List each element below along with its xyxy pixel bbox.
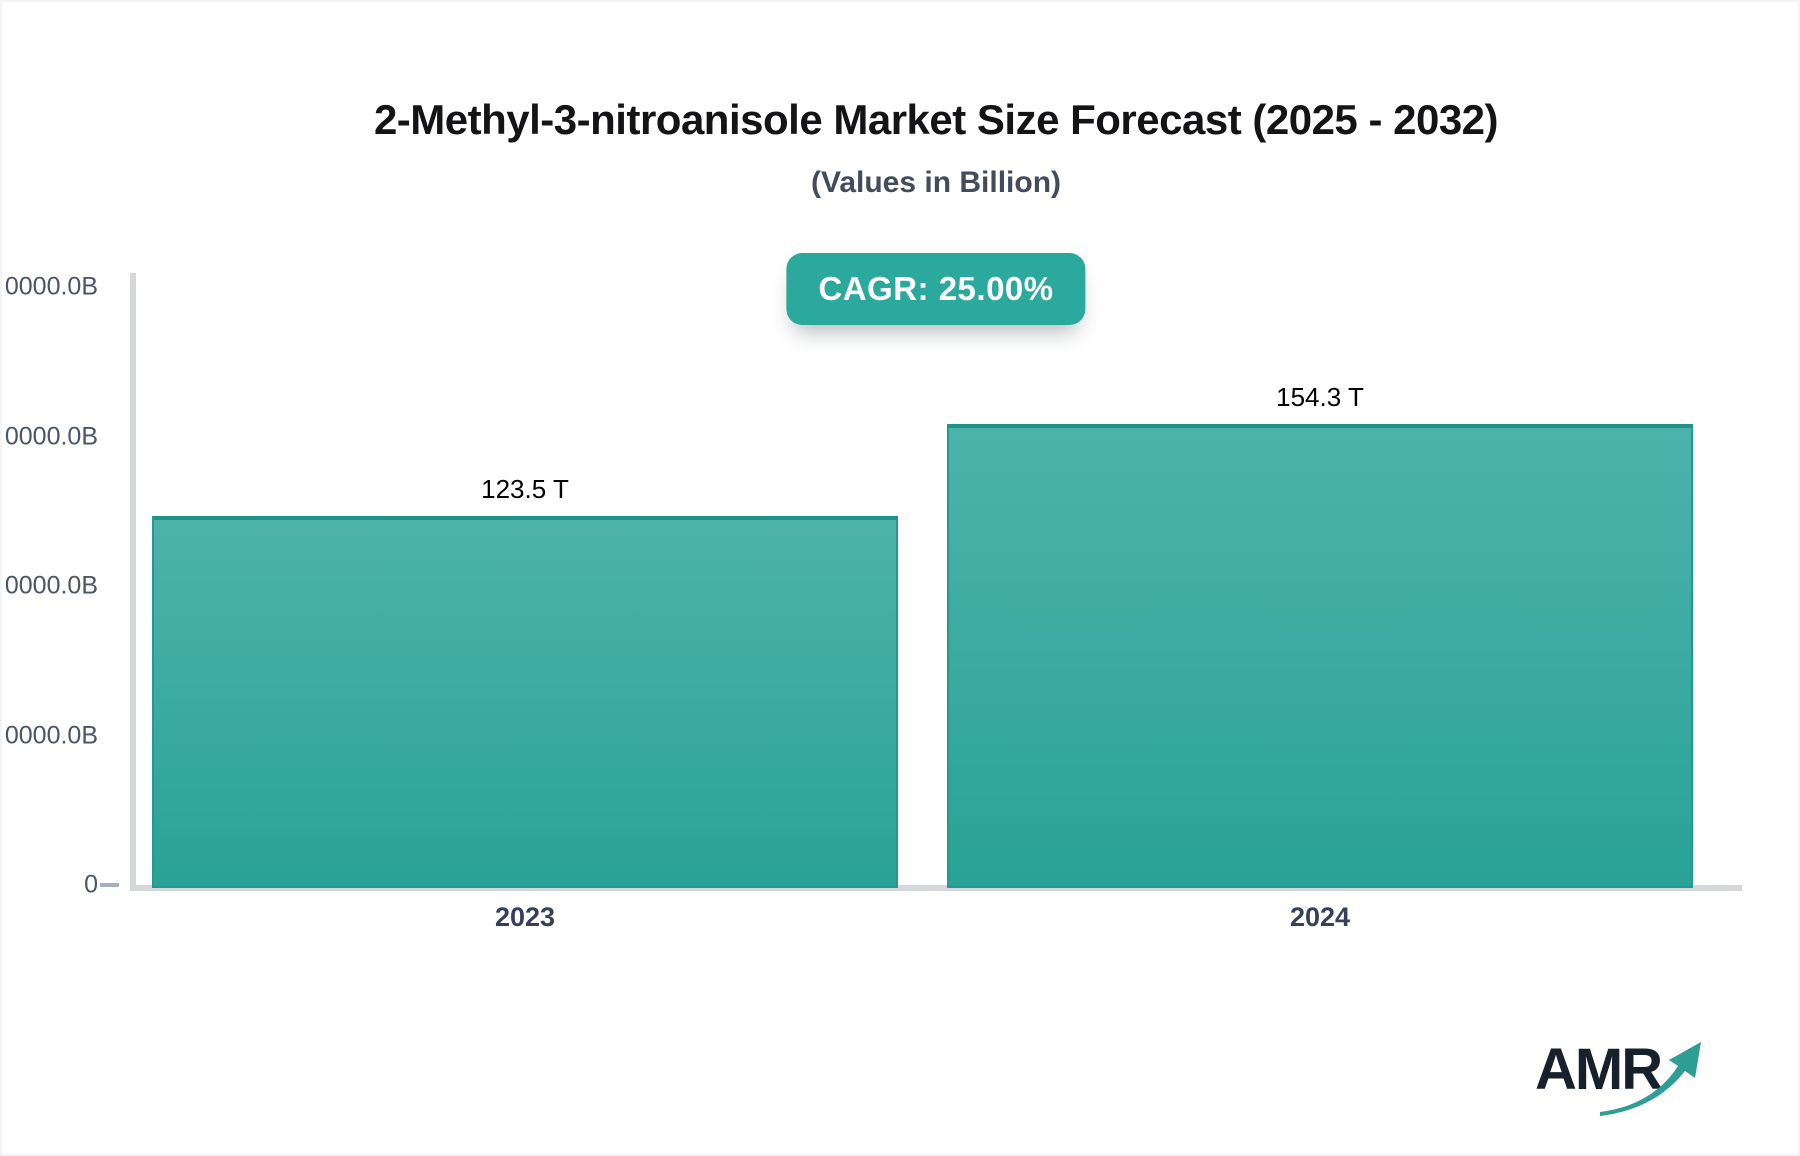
y-axis-zero-tick-mark [100, 883, 119, 887]
y-tick-label: 0000.0B [4, 721, 98, 749]
bar-value-label: 123.5 T [481, 474, 569, 504]
y-tick-label: 0000.0B [4, 272, 98, 301]
x-tick-label-2024: 2024 [1289, 902, 1351, 932]
x-axis-line [130, 885, 1742, 891]
bar-value-label: 154.3 T [1276, 382, 1364, 412]
cagr-badge: CAGR: 25.00% [786, 253, 1086, 325]
y-tick-label: 0000.0B [4, 571, 98, 600]
page-subtitle: (Values in Billion) [810, 166, 1062, 199]
y-axis-line [130, 273, 136, 891]
page-title: 2-Methyl-3-nitroanisole Market Size Fore… [373, 96, 1499, 143]
x-tick-label-2023: 2023 [494, 902, 556, 932]
bar-2024[interactable] [947, 424, 1693, 888]
y-tick-label: 0 [84, 870, 98, 899]
amr-logo-text: AMR [1535, 1037, 1663, 1102]
bar-2023[interactable] [152, 516, 898, 888]
amr-logo: AMR [1535, 1036, 1715, 1126]
y-tick-label: 0000.0B [4, 422, 98, 450]
growth-arrow-icon [1600, 1042, 1701, 1116]
